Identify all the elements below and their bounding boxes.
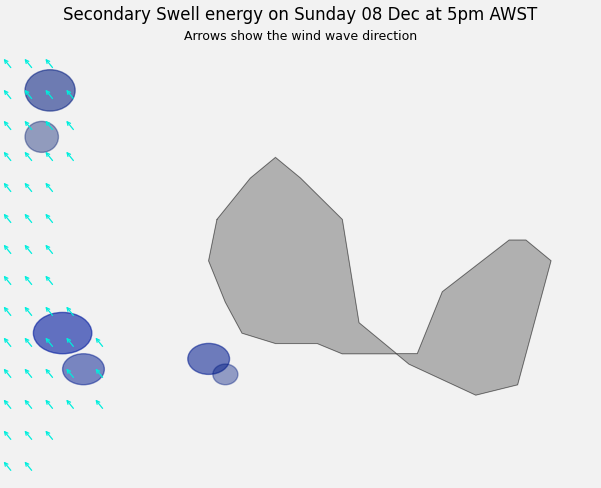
Ellipse shape (25, 122, 58, 152)
Ellipse shape (213, 364, 238, 385)
Ellipse shape (25, 70, 75, 111)
Ellipse shape (188, 344, 230, 374)
Text: Secondary Swell energy on Sunday 08 Dec at 5pm AWST: Secondary Swell energy on Sunday 08 Dec … (63, 6, 538, 24)
Ellipse shape (63, 354, 105, 385)
Text: Arrows show the wind wave direction: Arrows show the wind wave direction (184, 29, 417, 42)
Ellipse shape (34, 312, 92, 354)
Polygon shape (209, 158, 551, 395)
